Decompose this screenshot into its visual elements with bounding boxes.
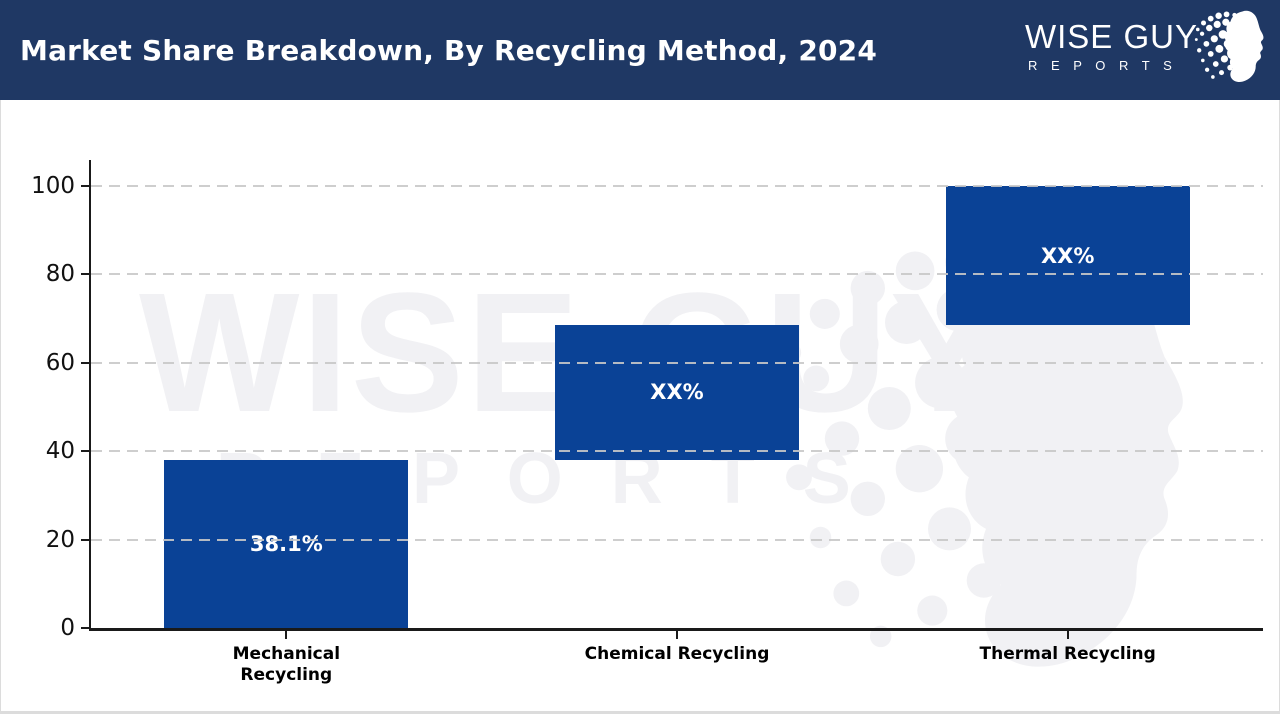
bar: 38.1% bbox=[164, 459, 409, 628]
y-tick-label: 40 bbox=[45, 438, 75, 465]
x-axis-label: Mechanical Recycling bbox=[232, 644, 341, 686]
gridline bbox=[91, 185, 1263, 188]
y-tick-label: 20 bbox=[45, 526, 75, 553]
logo-text: WISE GUY R E P O R T S bbox=[1024, 18, 1198, 73]
logo-face-icon bbox=[1194, 10, 1264, 83]
logo-subtitle: R E P O R T S bbox=[1027, 57, 1177, 73]
y-tick-mark bbox=[81, 627, 89, 629]
y-tick-label: 0 bbox=[60, 615, 75, 641]
y-tick-mark bbox=[81, 538, 89, 541]
y-tick-mark bbox=[81, 450, 89, 453]
logo-wordmark: WISE GUY bbox=[1024, 18, 1198, 56]
y-tick-mark bbox=[81, 185, 89, 188]
chart-canvas: WISE GUY R E P O R T S 0 20 40 60 80 100 38.1%… bbox=[0, 100, 1280, 714]
gridline bbox=[91, 450, 1263, 453]
wiseguy-logo: WISE GUY R E P O R T S bbox=[1025, 6, 1264, 86]
gridline bbox=[91, 273, 1263, 276]
x-tick-mark bbox=[1066, 631, 1069, 639]
x-tick-mark bbox=[676, 631, 678, 639]
page-title: Market Share Breakdown, By Recycling Met… bbox=[20, 33, 878, 67]
y-tick-mark bbox=[81, 273, 89, 276]
y-tick-mark bbox=[81, 361, 89, 364]
bar-value-label: XX% bbox=[1040, 243, 1095, 268]
bar-value-label: 38.1% bbox=[249, 531, 323, 556]
gridline bbox=[91, 538, 1263, 541]
bar-value-label: XX% bbox=[650, 380, 704, 405]
plot-area: 0 20 40 60 80 100 38.1% Mechanical Recycling XX%… bbox=[31, 160, 1263, 685]
bar: XX% bbox=[554, 325, 800, 460]
y-tick-label: 80 bbox=[45, 261, 75, 288]
y-tick-label: 100 bbox=[31, 173, 75, 200]
x-axis-label: Chemical Recycling bbox=[584, 644, 770, 664]
y-tick-label: 60 bbox=[45, 349, 75, 376]
header: Market Share Breakdown, By Recycling Met… bbox=[0, 0, 1280, 100]
x-tick-mark bbox=[285, 631, 288, 639]
gridline bbox=[91, 361, 1263, 364]
bar: XX% bbox=[945, 186, 1190, 326]
x-axis-label: Thermal Recycling bbox=[979, 644, 1156, 664]
